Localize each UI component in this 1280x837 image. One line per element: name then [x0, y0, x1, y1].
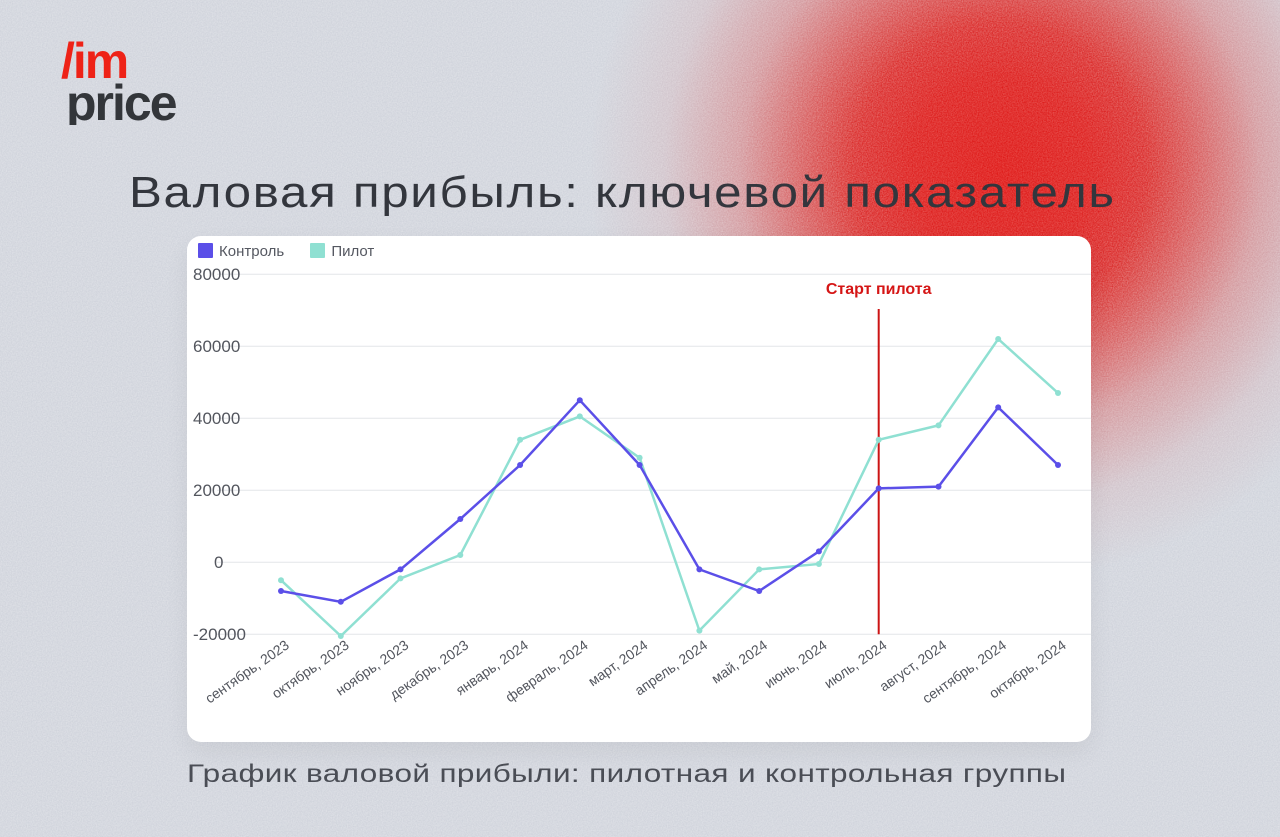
svg-text:0: 0 [214, 553, 223, 572]
svg-text:40000: 40000 [193, 409, 240, 428]
svg-text:80000: 80000 [193, 265, 240, 284]
svg-text:Старт пилота: Старт пилота [826, 281, 932, 298]
svg-text:июнь, 2024: июнь, 2024 [761, 637, 830, 692]
svg-text:60000: 60000 [193, 337, 240, 356]
svg-text:20000: 20000 [193, 481, 240, 500]
svg-text:-20000: -20000 [193, 625, 246, 644]
svg-text:price: price [66, 75, 177, 125]
